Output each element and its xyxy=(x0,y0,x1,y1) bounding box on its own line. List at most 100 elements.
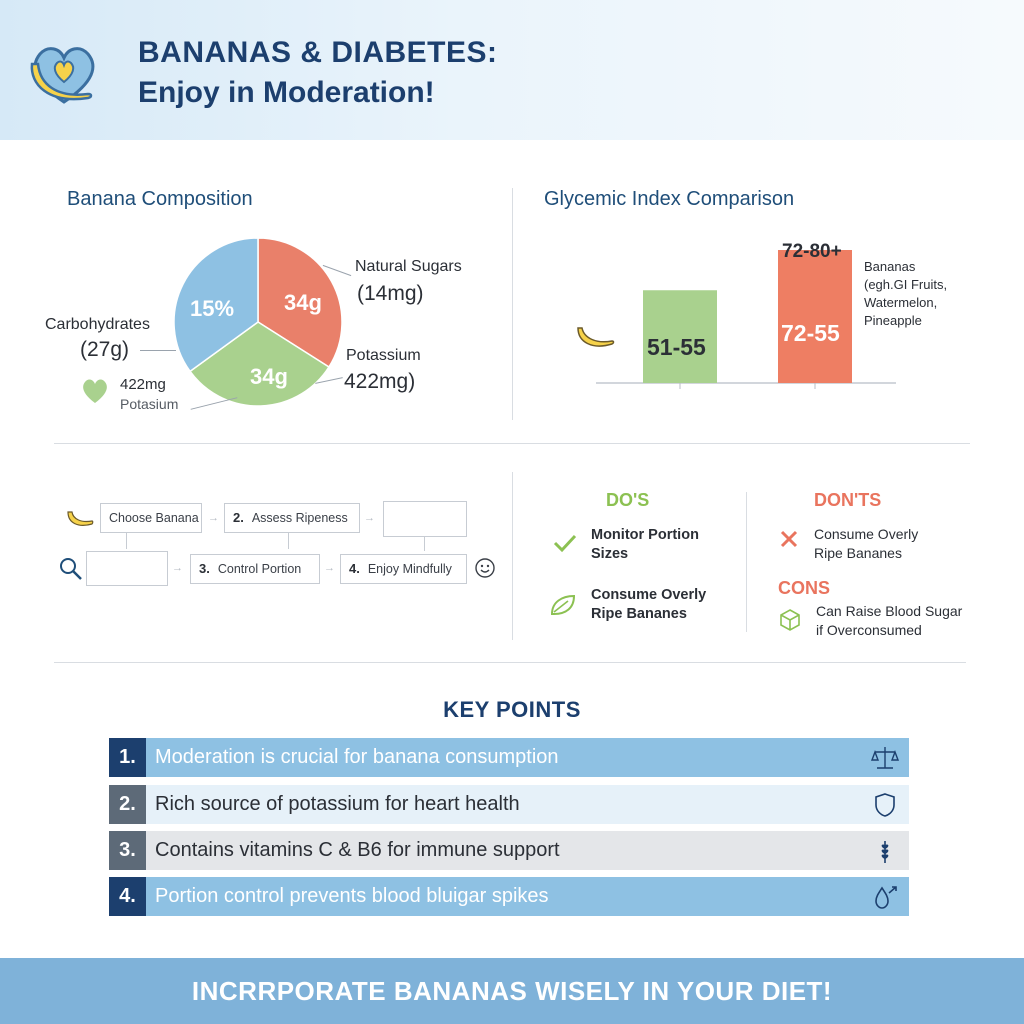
leader-line xyxy=(140,350,176,351)
page-subtitle: Enjoy in Moderation! xyxy=(138,76,435,109)
section-divider xyxy=(512,472,513,640)
gi-bar-value-label: 51-55 xyxy=(647,334,706,360)
key-point-number: 3. xyxy=(109,831,146,870)
gi-bar xyxy=(643,290,717,383)
composition-pie-chart xyxy=(173,237,343,407)
check-icon xyxy=(553,534,577,553)
key-points-title: KEY POINTS xyxy=(443,697,581,722)
search-icon xyxy=(60,558,82,580)
flow-connector xyxy=(126,533,127,549)
cube-icon xyxy=(780,609,800,631)
wheat-icon xyxy=(881,841,889,863)
banana-icon xyxy=(577,327,615,347)
flow-step-choose-banana: Choose Banana xyxy=(100,503,202,533)
cons-title: CONS xyxy=(778,578,831,598)
section-divider xyxy=(54,443,970,444)
donts-title: DON'TS xyxy=(814,490,882,510)
flow-step-label: Control Portion xyxy=(217,562,302,576)
flow-step-number: 3. xyxy=(199,561,210,576)
heart-icon xyxy=(83,379,107,403)
cons-item: Can Raise Blood Sugar if Overconsumed xyxy=(816,602,962,640)
pie-slice xyxy=(173,237,259,373)
composition-title: Banana Composition xyxy=(67,188,253,210)
gi-note-line: Bananas xyxy=(864,259,916,274)
pie-slice-label: 34g xyxy=(250,364,288,389)
flow-step-control-portion: 3. Control Portion xyxy=(190,554,320,584)
gi-note-line: Pineapple xyxy=(864,313,922,328)
footer-banner: INCRRPORATE BANANAS WISELY IN YOUR DIET! xyxy=(0,958,1024,1024)
flow-connector xyxy=(288,533,289,549)
close-icon xyxy=(780,530,798,548)
dos-item: Consume Overly Ripe Bananes xyxy=(591,586,706,624)
flow-step-label: Choose Banana xyxy=(109,511,199,525)
dos-item-line: Sizes xyxy=(591,546,629,562)
flow-step-number: 4. xyxy=(349,561,360,576)
natural-sugars-label: Natural Sugars xyxy=(355,258,462,275)
flow-step-empty xyxy=(383,501,467,537)
gi-note-line: (egh.GI Fruits, xyxy=(864,277,948,292)
dos-item-line: Consume Overly xyxy=(591,587,707,603)
gi-bar-value-label: 72-55 xyxy=(781,320,840,346)
arrow-right-icon: → xyxy=(364,512,375,524)
gi-title: Glycemic Index Comparison xyxy=(544,188,795,210)
dos-item: Monitor Portion Sizes xyxy=(591,526,699,564)
key-point-row: 1. Moderation is crucial for banana cons… xyxy=(109,738,909,777)
key-point-row: 3. Contains vitamins C & B6 for immune s… xyxy=(109,831,909,870)
potassium-label: Potassium xyxy=(346,347,421,364)
banana-icon xyxy=(67,511,94,526)
flow-connector xyxy=(424,537,425,551)
scale-icon xyxy=(871,747,899,769)
key-point-row: 4. Portion control prevents blood bluiga… xyxy=(109,877,909,916)
flow-step-number: 2. xyxy=(233,510,244,525)
potassium-value: 422mg) xyxy=(344,370,416,393)
dos-item-line: Ripe Bananes xyxy=(591,606,687,622)
key-point-number: 2. xyxy=(109,785,146,824)
donts-item: Consume Overly Ripe Bananes xyxy=(814,525,918,563)
section-divider xyxy=(54,662,966,663)
key-point-number: 1. xyxy=(109,738,146,777)
key-point-text: Contains vitamins C & B6 for immune supp… xyxy=(155,839,560,861)
heart-label: Potasium xyxy=(120,396,179,412)
dos-title: DO'S xyxy=(606,490,650,510)
section-divider xyxy=(746,492,747,632)
banana-heart-icon xyxy=(30,47,95,104)
donts-item-line: Consume Overly xyxy=(814,526,919,542)
drop-icon xyxy=(875,886,897,909)
pie-slice-label: 34g xyxy=(284,290,322,315)
natural-sugars-value: (14mg) xyxy=(357,282,424,305)
dos-item-line: Monitor Portion xyxy=(591,527,699,543)
flow-step-enjoy-mindfully: 4. Enjoy Mindfully xyxy=(340,554,467,584)
section-divider xyxy=(512,188,513,420)
key-point-text: Rich source of potassium for heart healt… xyxy=(155,793,520,815)
key-point-text: Portion control prevents blood bluigar s… xyxy=(155,885,549,907)
carbohydrates-value: (27g) xyxy=(80,338,130,361)
key-point-number: 4. xyxy=(109,877,146,916)
header-banner: BANANAS & DIABETES: Enjoy in Moderation! xyxy=(0,0,1024,140)
flow-step-label: Assess Ripeness xyxy=(251,511,348,525)
footer-text: INCRRPORATE BANANAS WISELY IN YOUR DIET! xyxy=(191,976,833,1006)
flow-step-empty xyxy=(86,551,168,586)
pie-slice-label: 15% xyxy=(190,296,235,321)
flow-step-label: Enjoy Mindfully xyxy=(367,562,452,576)
flow-step-assess-ripeness: 2. Assess Ripeness xyxy=(224,503,360,533)
gi-top-label: 72-80+ xyxy=(782,241,842,262)
carbohydrates-label: Carbohydrates xyxy=(45,316,150,333)
key-point-row: 2. Rich source of potassium for heart he… xyxy=(109,785,909,824)
arrow-right-icon: → xyxy=(208,512,219,524)
cons-item-line: Can Raise Blood Sugar xyxy=(816,603,963,619)
gi-note: Bananas (egh.GI Fruits, Watermelon, Pine… xyxy=(864,258,947,330)
donts-item-line: Ripe Bananes xyxy=(814,545,902,561)
gi-note-line: Watermelon, xyxy=(864,295,938,310)
shield-icon xyxy=(875,793,895,817)
leaf-icon xyxy=(550,594,576,615)
arrow-right-icon: → xyxy=(172,562,183,574)
cons-item-line: if Overconsumed xyxy=(816,622,922,638)
heart-value: 422mg xyxy=(120,376,166,393)
pie-slice xyxy=(188,321,330,407)
page-title: BANANAS & DIABETES: xyxy=(138,36,498,69)
gi-bar-chart xyxy=(596,250,896,389)
key-point-text: Moderation is crucial for banana consump… xyxy=(155,746,559,768)
smiley-icon xyxy=(475,558,495,578)
arrow-right-icon: → xyxy=(324,562,335,574)
gi-bar xyxy=(778,250,852,383)
